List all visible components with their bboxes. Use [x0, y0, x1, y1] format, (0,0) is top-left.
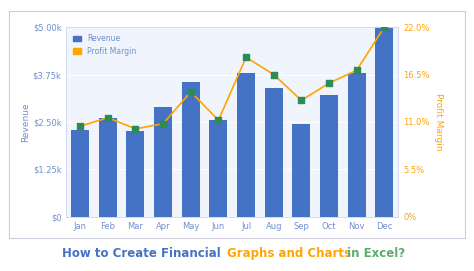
Bar — [375, 27, 393, 217]
Text: Graphs and Charts: Graphs and Charts — [227, 247, 351, 260]
Point — [270, 72, 277, 77]
Point — [298, 98, 305, 102]
Point — [187, 90, 194, 94]
Point — [159, 121, 167, 126]
Point — [76, 124, 84, 128]
Bar — [154, 107, 172, 217]
Bar — [348, 73, 365, 217]
Point — [381, 25, 388, 29]
Bar — [99, 118, 117, 217]
Y-axis label: Profit Margin: Profit Margin — [434, 93, 443, 151]
Point — [104, 115, 111, 120]
Text: How to Create Financial Graphs and Charts in Excel?: How to Create Financial Graphs and Chart… — [63, 247, 411, 260]
Bar — [210, 120, 228, 217]
Point — [132, 127, 139, 131]
Bar — [237, 73, 255, 217]
Bar — [320, 95, 338, 217]
Bar — [182, 82, 200, 217]
Y-axis label: Revenue: Revenue — [21, 102, 30, 142]
Bar — [265, 88, 283, 217]
Point — [215, 118, 222, 122]
Bar — [71, 130, 89, 217]
Bar — [292, 124, 310, 217]
Legend: Revenue, Profit Margin: Revenue, Profit Margin — [70, 31, 139, 59]
Text: How to Create Financial: How to Create Financial — [63, 247, 225, 260]
Point — [242, 55, 250, 59]
Bar — [127, 131, 145, 217]
Point — [353, 68, 360, 72]
Point — [325, 81, 333, 85]
Text: in Excel?: in Excel? — [343, 247, 405, 260]
